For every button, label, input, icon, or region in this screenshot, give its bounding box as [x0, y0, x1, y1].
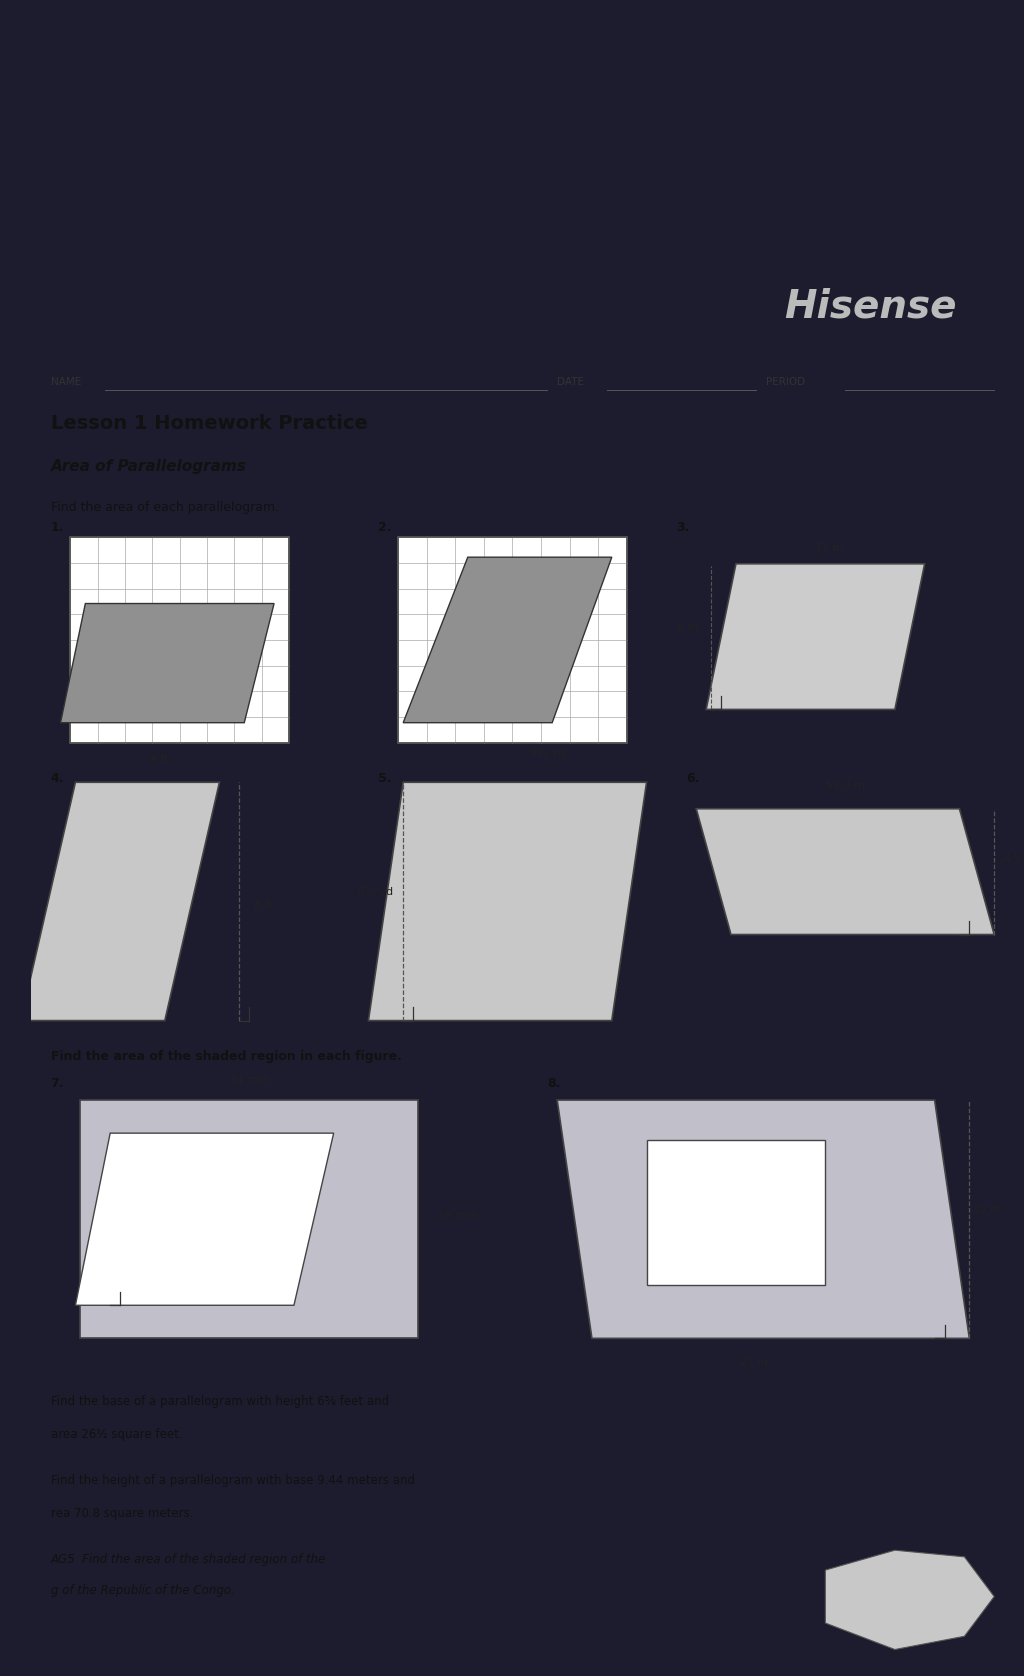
Text: Find the base of a parallelogram with height 6⅝ feet and: Find the base of a parallelogram with he…: [50, 1394, 389, 1408]
Text: 6 mm: 6 mm: [135, 1212, 165, 1222]
Text: 4.: 4.: [50, 773, 65, 786]
Polygon shape: [403, 556, 611, 722]
Text: 6.: 6.: [686, 773, 699, 786]
Text: 8 ft: 8 ft: [254, 900, 273, 910]
Polygon shape: [696, 810, 994, 935]
Text: 3.: 3.: [677, 521, 690, 533]
Text: 13 mm: 13 mm: [211, 1178, 248, 1188]
Text: DATE: DATE: [557, 377, 584, 387]
Text: 7 in.: 7 in.: [725, 1172, 748, 1182]
Text: 5½ yd: 5½ yd: [358, 887, 393, 897]
Polygon shape: [646, 1140, 825, 1285]
Text: 7.: 7.: [50, 1076, 65, 1089]
Text: 13 in.: 13 in.: [721, 1225, 751, 1235]
Polygon shape: [707, 563, 925, 709]
Text: 5.: 5.: [379, 773, 392, 786]
Text: 8.: 8.: [547, 1076, 560, 1089]
Polygon shape: [398, 538, 627, 742]
Text: 4 ft: 4 ft: [151, 754, 169, 764]
Polygon shape: [369, 783, 646, 1021]
Polygon shape: [60, 603, 274, 722]
Polygon shape: [71, 538, 289, 742]
Text: 59.3 m: 59.3 m: [825, 781, 865, 791]
Text: area 26½ square feet.: area 26½ square feet.: [50, 1428, 182, 1441]
Text: Area of Parallelograms: Area of Parallelograms: [50, 459, 247, 474]
Text: 11 in.: 11 in.: [815, 543, 846, 553]
Text: Find the height of a parallelogram with base 9.44 meters and: Find the height of a parallelogram with …: [50, 1473, 415, 1487]
Text: 9½ yd: 9½ yd: [529, 747, 565, 758]
Text: 24.9 m: 24.9 m: [999, 853, 1024, 863]
Text: 1.: 1.: [50, 521, 65, 533]
Text: Lesson 1 Homework Practice: Lesson 1 Homework Practice: [50, 414, 368, 432]
Text: 2.: 2.: [379, 521, 392, 533]
Text: PERIOD: PERIOD: [766, 377, 805, 387]
Text: 18 mm: 18 mm: [438, 1212, 477, 1222]
Polygon shape: [20, 783, 219, 1021]
Polygon shape: [76, 1133, 334, 1306]
Text: 12 in.: 12 in.: [975, 1205, 1004, 1215]
Text: Find the area of the shaded region in each figure.: Find the area of the shaded region in ea…: [50, 1051, 401, 1063]
Text: 9 in.: 9 in.: [677, 622, 701, 632]
Text: Hisense: Hisense: [783, 287, 956, 325]
Text: AG5  Find the area of the shaded region of the: AG5 Find the area of the shaded region o…: [50, 1554, 326, 1567]
Text: rea 70.8 square meters.: rea 70.8 square meters.: [50, 1507, 194, 1520]
Polygon shape: [80, 1099, 418, 1339]
Polygon shape: [825, 1550, 994, 1649]
Text: g of the Republic of the Congo.: g of the Republic of the Congo.: [50, 1584, 234, 1597]
Text: 21 in.: 21 in.: [740, 1358, 771, 1368]
Text: Find the area of each parallelogram.: Find the area of each parallelogram.: [50, 501, 279, 515]
Text: 31 mm: 31 mm: [229, 1074, 269, 1084]
Polygon shape: [557, 1099, 970, 1339]
Text: NAME: NAME: [50, 377, 81, 387]
